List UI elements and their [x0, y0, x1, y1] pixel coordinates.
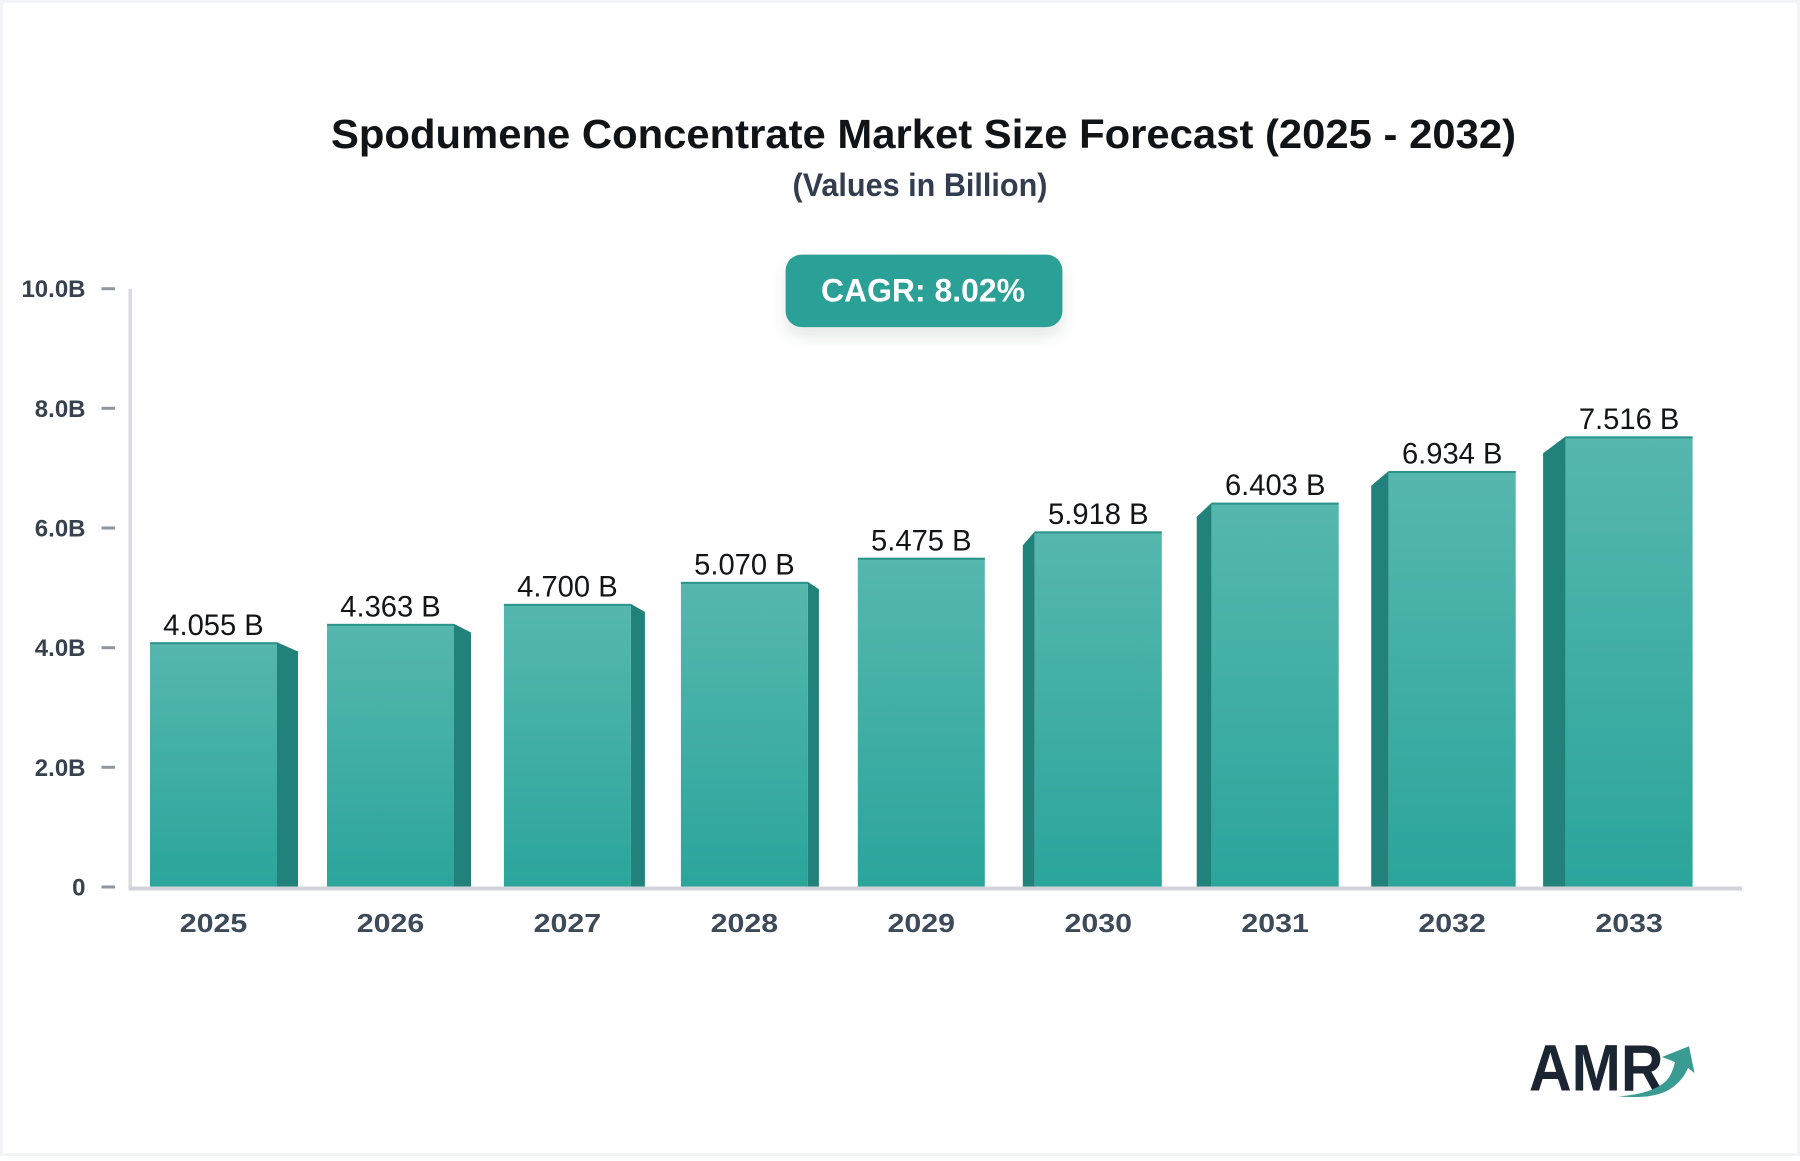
svg-text:(Values in Billion): (Values in Billion) — [793, 167, 1048, 203]
svg-text:4.0B: 4.0B — [35, 635, 86, 662]
svg-text:5.918 B: 5.918 B — [1048, 498, 1149, 531]
svg-text:4.055 B: 4.055 B — [163, 609, 264, 642]
svg-text:Spodumene Concentrate Market S: Spodumene Concentrate Market Size Foreca… — [331, 111, 1516, 157]
svg-text:4.363 B: 4.363 B — [340, 590, 441, 623]
svg-text:8.0B: 8.0B — [35, 396, 86, 423]
svg-text:2030: 2030 — [1065, 908, 1133, 938]
svg-text:0: 0 — [72, 875, 85, 902]
svg-text:2031: 2031 — [1241, 908, 1309, 938]
svg-text:5.070 B: 5.070 B — [694, 548, 795, 581]
svg-text:2029: 2029 — [888, 908, 956, 938]
svg-text:5.475 B: 5.475 B — [871, 524, 972, 557]
svg-text:4.700 B: 4.700 B — [517, 570, 618, 603]
svg-text:6.0B: 6.0B — [35, 516, 86, 543]
svg-text:2026: 2026 — [357, 908, 425, 938]
svg-text:CAGR: 8.02%: CAGR: 8.02% — [821, 273, 1025, 309]
svg-text:2032: 2032 — [1418, 908, 1486, 938]
svg-text:2027: 2027 — [534, 908, 602, 938]
svg-text:6.403 B: 6.403 B — [1225, 469, 1326, 502]
svg-text:2.0B: 2.0B — [35, 755, 86, 782]
svg-text:2028: 2028 — [711, 908, 779, 938]
svg-text:2033: 2033 — [1595, 908, 1663, 938]
svg-text:7.516 B: 7.516 B — [1579, 403, 1680, 436]
svg-text:AMR: AMR — [1529, 1030, 1664, 1104]
svg-text:6.934 B: 6.934 B — [1402, 438, 1503, 471]
svg-text:2025: 2025 — [180, 908, 248, 938]
svg-text:10.0B: 10.0B — [21, 276, 85, 303]
